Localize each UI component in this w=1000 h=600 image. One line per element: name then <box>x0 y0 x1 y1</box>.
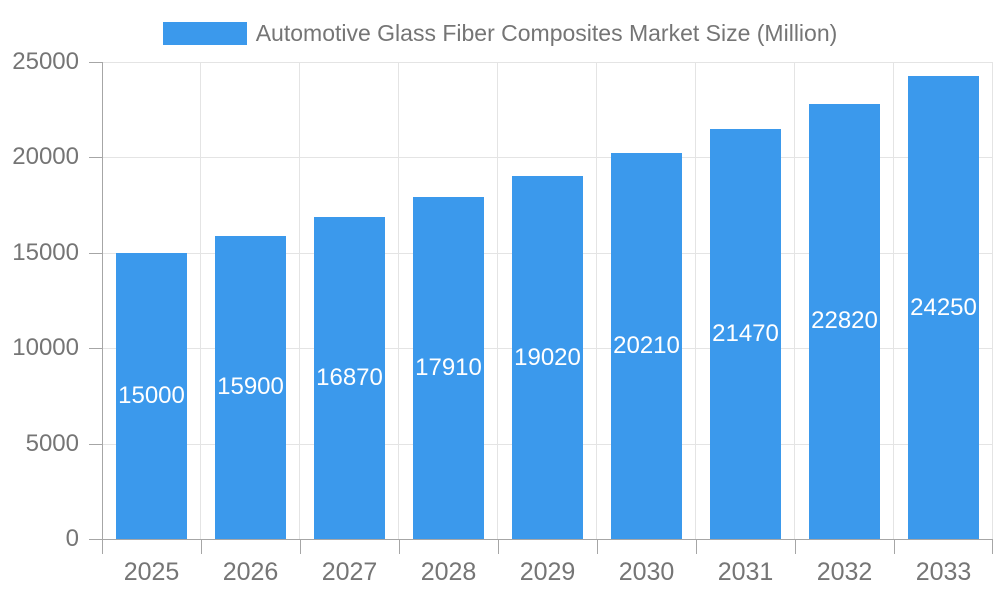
y-axis-label: 25000 <box>12 48 79 75</box>
bar[interactable] <box>413 197 484 539</box>
x-axis-tick <box>597 539 598 554</box>
y-axis-label: 5000 <box>25 429 79 457</box>
v-gridline <box>992 62 993 539</box>
x-axis-label: 2029 <box>519 558 576 586</box>
bar[interactable] <box>116 252 187 539</box>
y-axis-tick <box>89 443 102 445</box>
legend-swatch <box>162 22 247 45</box>
x-axis-tick <box>992 539 993 554</box>
bar[interactable] <box>809 103 880 539</box>
x-axis-tick <box>201 539 202 554</box>
bar[interactable] <box>611 153 682 539</box>
v-gridline <box>695 62 696 539</box>
legend-item[interactable]: Automotive Glass Fiber Composites Market… <box>0 22 1000 45</box>
v-gridline <box>200 62 201 539</box>
x-axis-label: 2025 <box>123 558 180 586</box>
x-axis-tick <box>399 539 400 554</box>
v-gridline <box>398 62 399 539</box>
y-axis-label: 20000 <box>12 143 79 171</box>
x-axis-label: 2026 <box>222 558 279 586</box>
h-gridline <box>102 62 993 63</box>
x-axis-label: 2030 <box>618 558 675 586</box>
y-axis-label: 15000 <box>12 238 79 266</box>
y-axis-label: 0 <box>65 525 79 552</box>
x-axis-label: 2032 <box>816 558 873 586</box>
bar[interactable] <box>908 76 979 539</box>
v-gridline <box>893 62 894 539</box>
y-axis-tick <box>89 252 102 254</box>
plot-area: 0 5000 10000 15000 20000 25000 15000 2025 15900 2… <box>12 48 993 586</box>
x-axis-label: 2028 <box>420 558 477 586</box>
x-axis-tick <box>696 539 697 554</box>
y-axis-line <box>102 62 103 539</box>
x-axis-label: 2033 <box>915 558 972 586</box>
x-axis-tick <box>795 539 796 554</box>
x-axis-label: 2027 <box>321 558 378 586</box>
x-axis-tick <box>300 539 301 554</box>
y-axis-tick <box>89 62 102 63</box>
v-gridline <box>299 62 300 539</box>
x-axis-tick <box>498 539 499 554</box>
bar[interactable] <box>512 176 583 539</box>
legend-label: Automotive Glass Fiber Composites Market… <box>255 20 838 46</box>
v-gridline <box>596 62 597 539</box>
v-gridline <box>794 62 795 539</box>
bar[interactable] <box>710 129 781 539</box>
x-axis-label: 2031 <box>717 558 774 586</box>
h-gridline <box>102 157 993 159</box>
y-axis-label: 10000 <box>12 334 79 362</box>
x-axis-tick <box>102 539 103 554</box>
x-axis-tick <box>894 539 895 554</box>
v-gridline <box>497 62 498 539</box>
bar[interactable] <box>314 217 385 539</box>
bar[interactable] <box>215 235 286 539</box>
y-axis-tick <box>89 157 102 159</box>
y-axis-tick <box>89 348 102 350</box>
x-axis-line <box>102 539 993 540</box>
y-axis-tick <box>89 539 102 540</box>
